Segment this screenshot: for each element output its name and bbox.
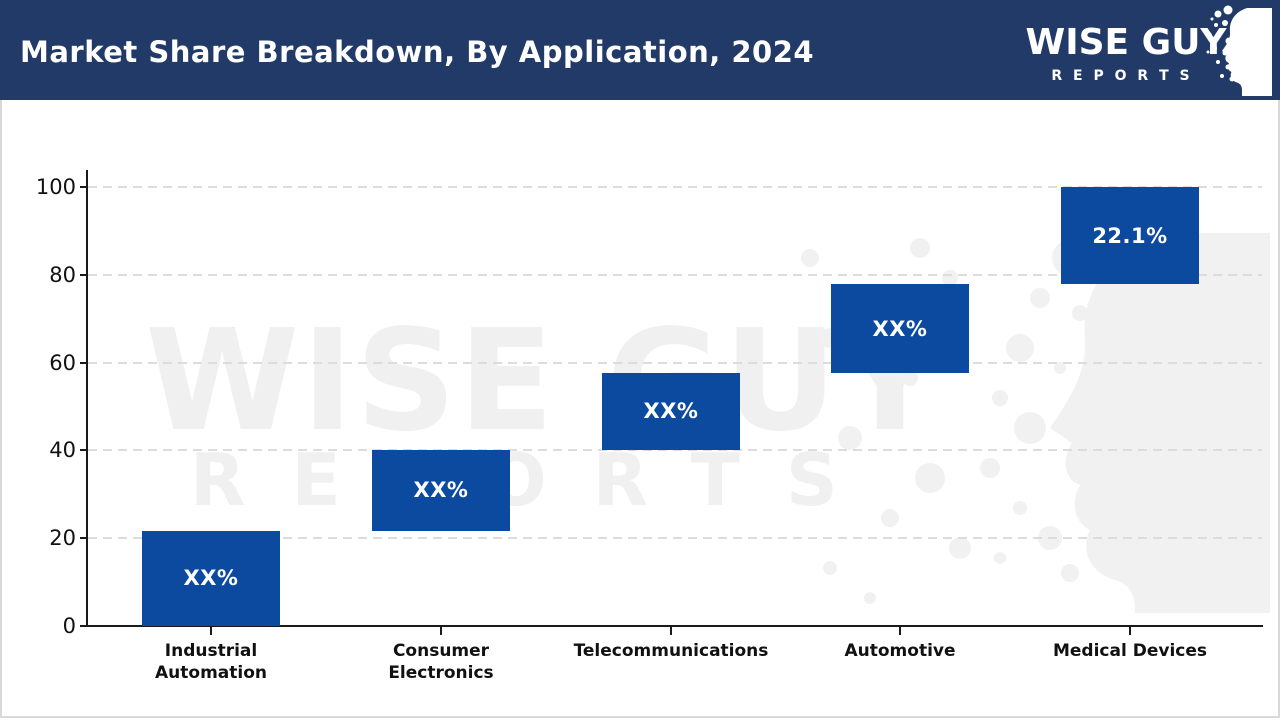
gridline-20 (88, 537, 1262, 540)
y-tick-mark-80 (80, 273, 88, 276)
watermark-sub-wordmark: REPORTS (190, 438, 884, 522)
bar-industrial-automation: XX% (142, 530, 280, 626)
bar-medical-devices: 22.1% (1061, 187, 1199, 285)
bar-telecommunications: XX% (602, 373, 740, 450)
bar-value-label-automotive: XX% (872, 316, 928, 341)
x-tick-mark-telecommunications (670, 627, 672, 635)
y-tick-label-0: 0 (62, 614, 76, 638)
x-tick-mark-medical-devices (1129, 627, 1131, 635)
bar-consumer-electronics: XX% (372, 449, 510, 531)
bar-value-label-telecommunications: XX% (643, 399, 699, 424)
watermark-face-icon (801, 231, 1270, 613)
bar-value-label-industrial-automation: XX% (183, 566, 239, 591)
header-bar: Market Share Breakdown, By Application, … (0, 0, 1280, 100)
x-tick-mark-industrial-automation (210, 627, 212, 635)
watermark-wordmark: WISE GUY (145, 300, 943, 463)
bar-value-label-consumer-electronics: XX% (413, 478, 469, 503)
x-tick-mark-automotive (899, 627, 901, 635)
bar-value-label-medical-devices: 22.1% (1092, 223, 1168, 248)
gridline-60 (88, 361, 1262, 364)
x-tick-mark-consumer-electronics (440, 627, 442, 635)
y-tick-mark-60 (80, 361, 88, 364)
y-tick-label-20: 20 (49, 526, 76, 551)
wise-guy-logo: WISE GUY R E P O R T S (1025, 5, 1272, 96)
page-title: Market Share Breakdown, By Application, … (20, 35, 815, 69)
logo-face-icon (1222, 8, 1272, 96)
y-tick-label-60: 60 (49, 350, 76, 375)
gridline-40 (88, 449, 1262, 452)
y-tick-mark-0 (80, 625, 88, 627)
y-tick-label-40: 40 (49, 438, 76, 463)
y-tick-label-100: 100 (35, 175, 76, 199)
gridline-80 (88, 273, 1262, 276)
category-label-industrial-automation: Industrial Automation (155, 641, 267, 683)
category-label-consumer-electronics: Consumer Electronics (388, 641, 494, 683)
y-tick-mark-20 (80, 537, 88, 540)
bar-automotive: XX% (831, 284, 969, 374)
y-tick-mark-100 (80, 186, 88, 188)
y-axis-line (86, 170, 88, 627)
category-label-medical-devices: Medical Devices (1052, 641, 1207, 661)
category-label-automotive: Automotive (844, 641, 956, 661)
x-axis-line (86, 625, 1263, 627)
logo-sub-wordmark: R E P O R T S (1051, 68, 1192, 84)
logo-wordmark: WISE GUY (1025, 22, 1227, 63)
category-label-telecommunications: Telecommunications (573, 641, 769, 661)
y-tick-mark-40 (80, 449, 88, 452)
y-tick-label-80: 80 (49, 262, 76, 287)
gridline-100 (88, 186, 1262, 188)
